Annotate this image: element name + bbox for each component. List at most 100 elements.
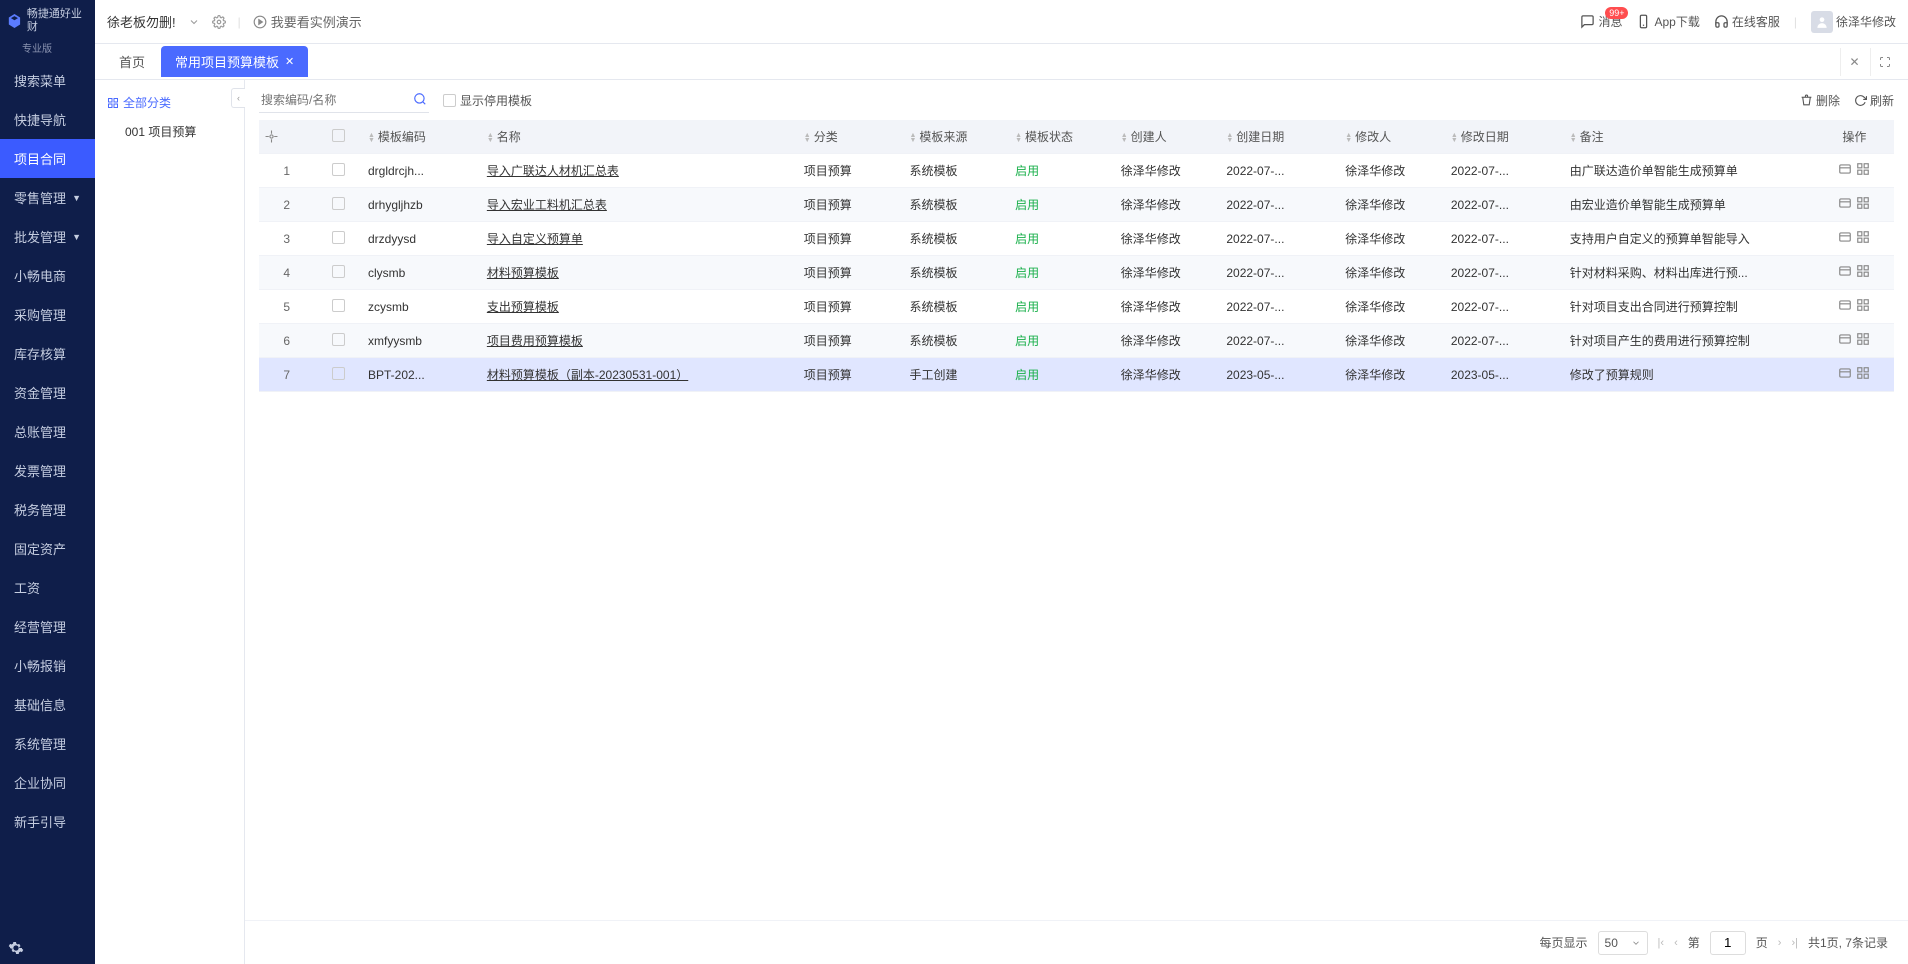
app-download-button[interactable]: App下载 bbox=[1636, 13, 1699, 30]
col-status[interactable]: ▲▼模板状态 bbox=[1009, 120, 1115, 154]
user-menu[interactable]: 徐泽华修改 bbox=[1811, 11, 1896, 33]
table-row[interactable]: 5zcysmb支出预算模板项目预算系统模板启用徐泽华修改2022-07-...徐… bbox=[259, 290, 1894, 324]
title-dropdown-icon[interactable] bbox=[188, 16, 200, 28]
sidebar-item-16[interactable]: 基础信息 bbox=[0, 685, 95, 724]
qr-icon[interactable] bbox=[1856, 162, 1870, 176]
tab-close-all-icon[interactable]: ✕ bbox=[1840, 48, 1868, 76]
per-page-select[interactable]: 50 bbox=[1598, 931, 1648, 955]
col-settings[interactable] bbox=[259, 120, 314, 154]
row-checkbox[interactable] bbox=[314, 358, 362, 392]
sidebar-item-17[interactable]: 系统管理 bbox=[0, 724, 95, 763]
title-settings-icon[interactable] bbox=[212, 15, 226, 29]
refresh-button[interactable]: 刷新 bbox=[1854, 92, 1894, 109]
view-icon[interactable] bbox=[1838, 366, 1852, 380]
collapse-panel-icon[interactable]: ‹ bbox=[231, 88, 245, 108]
pager-next-icon[interactable]: › bbox=[1778, 937, 1782, 949]
sidebar-item-5[interactable]: 小畅电商 bbox=[0, 256, 95, 295]
message-button[interactable]: 消息 99+ bbox=[1580, 13, 1622, 30]
qr-icon[interactable] bbox=[1856, 298, 1870, 312]
cell-name[interactable]: 支出预算模板 bbox=[481, 290, 798, 324]
sidebar-item-15[interactable]: 小畅报销 bbox=[0, 646, 95, 685]
sidebar-item-18[interactable]: 企业协同 bbox=[0, 763, 95, 802]
show-disabled-label: 显示停用模板 bbox=[460, 92, 532, 109]
sidebar-item-6[interactable]: 采购管理 bbox=[0, 295, 95, 334]
sidebar-item-9[interactable]: 总账管理 bbox=[0, 412, 95, 451]
tab-fullscreen-icon[interactable] bbox=[1870, 48, 1898, 76]
table-row[interactable]: 2drhygljhzb导入宏业工料机汇总表项目预算系统模板启用徐泽华修改2022… bbox=[259, 188, 1894, 222]
refresh-label: 刷新 bbox=[1870, 92, 1894, 109]
sidebar-item-13[interactable]: 工资 bbox=[0, 568, 95, 607]
cell-name[interactable]: 项目费用预算模板 bbox=[481, 324, 798, 358]
sidebar-item-0[interactable]: 搜索菜单 bbox=[0, 61, 95, 100]
col-name[interactable]: ▲▼名称 bbox=[481, 120, 798, 154]
customer-service-button[interactable]: 在线客服 bbox=[1714, 13, 1780, 30]
table-row[interactable]: 3drzdyysd导入自定义预算单项目预算系统模板启用徐泽华修改2022-07-… bbox=[259, 222, 1894, 256]
cell-name[interactable]: 材料预算模板（副本-20230531-001） bbox=[481, 358, 798, 392]
sidebar-item-8[interactable]: 资金管理 bbox=[0, 373, 95, 412]
category-item[interactable]: 001 项目预算 bbox=[95, 115, 244, 148]
col-creator[interactable]: ▲▼创建人 bbox=[1115, 120, 1221, 154]
tab-close-icon[interactable]: ✕ bbox=[285, 55, 294, 68]
view-icon[interactable] bbox=[1838, 332, 1852, 346]
cell-name[interactable]: 材料预算模板 bbox=[481, 256, 798, 290]
sidebar-item-12[interactable]: 固定资产 bbox=[0, 529, 95, 568]
search-input[interactable] bbox=[259, 87, 429, 113]
view-icon[interactable] bbox=[1838, 196, 1852, 210]
col-modifier[interactable]: ▲▼修改人 bbox=[1339, 120, 1445, 154]
view-icon[interactable] bbox=[1838, 264, 1852, 278]
view-icon[interactable] bbox=[1838, 162, 1852, 176]
sidebar-item-1[interactable]: 快捷导航 bbox=[0, 100, 95, 139]
col-code[interactable]: ▲▼模板编码 bbox=[362, 120, 481, 154]
demo-link[interactable]: 我要看实例演示 bbox=[253, 12, 362, 31]
sidebar-item-2[interactable]: 项目合同 bbox=[0, 139, 95, 178]
row-checkbox[interactable] bbox=[314, 324, 362, 358]
sidebar-item-11[interactable]: 税务管理 bbox=[0, 490, 95, 529]
col-create-date[interactable]: ▲▼创建日期 bbox=[1220, 120, 1339, 154]
qr-icon[interactable] bbox=[1856, 230, 1870, 244]
qr-icon[interactable] bbox=[1856, 264, 1870, 278]
row-checkbox[interactable] bbox=[314, 222, 362, 256]
col-source[interactable]: ▲▼模板来源 bbox=[903, 120, 1009, 154]
tab-budget-template[interactable]: 常用项目预算模板 ✕ bbox=[161, 46, 308, 77]
sidebar-item-7[interactable]: 库存核算 bbox=[0, 334, 95, 373]
col-modify-date[interactable]: ▲▼修改日期 bbox=[1445, 120, 1564, 154]
row-checkbox[interactable] bbox=[314, 290, 362, 324]
cell-modifier: 徐泽华修改 bbox=[1339, 324, 1445, 358]
qr-icon[interactable] bbox=[1856, 366, 1870, 380]
pager-prev-icon[interactable]: ‹ bbox=[1674, 937, 1678, 949]
delete-button[interactable]: 删除 bbox=[1800, 92, 1840, 109]
pager-first-icon[interactable]: |‹ bbox=[1658, 937, 1665, 949]
table-row[interactable]: 7BPT-202...材料预算模板（副本-20230531-001）项目预算手工… bbox=[259, 358, 1894, 392]
settings-icon[interactable] bbox=[0, 932, 95, 964]
page-input[interactable] bbox=[1710, 931, 1746, 955]
col-checkbox[interactable] bbox=[314, 120, 362, 154]
table-row[interactable]: 4clysmb材料预算模板项目预算系统模板启用徐泽华修改2022-07-...徐… bbox=[259, 256, 1894, 290]
cell-remark: 由宏业造价单智能生成预算单 bbox=[1564, 188, 1815, 222]
sidebar-item-19[interactable]: 新手引导 bbox=[0, 802, 95, 841]
search-icon[interactable] bbox=[413, 92, 427, 106]
sidebar-item-3[interactable]: 零售管理▼ bbox=[0, 178, 95, 217]
cell-name[interactable]: 导入宏业工料机汇总表 bbox=[481, 188, 798, 222]
cell-name[interactable]: 导入自定义预算单 bbox=[481, 222, 798, 256]
qr-icon[interactable] bbox=[1856, 332, 1870, 346]
sidebar-item-4[interactable]: 批发管理▼ bbox=[0, 217, 95, 256]
cell-modifier: 徐泽华修改 bbox=[1339, 188, 1445, 222]
qr-icon[interactable] bbox=[1856, 196, 1870, 210]
table-row[interactable]: 1drgldrcjh...导入广联达人材机汇总表项目预算系统模板启用徐泽华修改2… bbox=[259, 154, 1894, 188]
row-checkbox[interactable] bbox=[314, 154, 362, 188]
table-row[interactable]: 6xmfyysmb项目费用预算模板项目预算系统模板启用徐泽华修改2022-07-… bbox=[259, 324, 1894, 358]
cell-category: 项目预算 bbox=[798, 256, 904, 290]
col-category[interactable]: ▲▼分类 bbox=[798, 120, 904, 154]
row-checkbox[interactable] bbox=[314, 256, 362, 290]
sidebar-item-10[interactable]: 发票管理 bbox=[0, 451, 95, 490]
view-icon[interactable] bbox=[1838, 298, 1852, 312]
col-remark[interactable]: ▲▼备注 bbox=[1564, 120, 1815, 154]
category-all[interactable]: 全部分类 bbox=[95, 90, 244, 115]
pager-last-icon[interactable]: ›| bbox=[1791, 937, 1798, 949]
show-disabled-checkbox[interactable]: 显示停用模板 bbox=[443, 92, 532, 109]
sidebar-item-14[interactable]: 经营管理 bbox=[0, 607, 95, 646]
row-checkbox[interactable] bbox=[314, 188, 362, 222]
view-icon[interactable] bbox=[1838, 230, 1852, 244]
tab-home[interactable]: 首页 bbox=[105, 46, 159, 77]
cell-name[interactable]: 导入广联达人材机汇总表 bbox=[481, 154, 798, 188]
